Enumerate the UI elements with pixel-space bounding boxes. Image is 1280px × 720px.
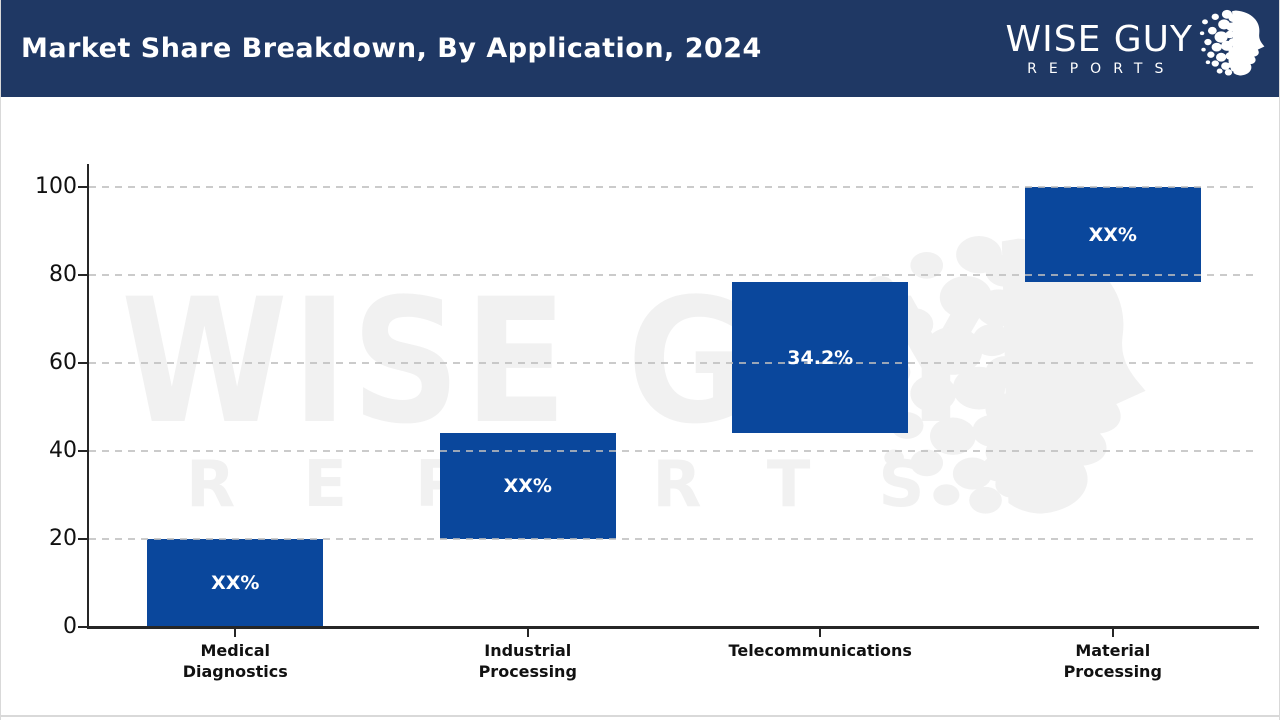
logo-head-dots-icon [1199,9,1265,76]
y-tick-mark [78,538,87,540]
logo-wordmark: WISE GUY [1005,19,1193,60]
gridline-20 [89,538,1259,540]
x-axis [87,626,1259,629]
y-tick-mark [78,626,87,628]
y-axis [87,164,89,629]
y-tick-label: 60 [49,350,77,375]
bar-value-label: 34.2% [787,346,854,369]
bar-value-label: XX% [211,572,260,594]
y-tick-mark [78,186,87,188]
gridline-100 [89,186,1259,188]
category-label: Medical Diagnostics [125,640,345,682]
y-tick-label: 20 [49,526,77,551]
category-label-line: Telecommunications [728,641,912,660]
gridline-60 [89,362,1259,364]
bar-value-label: XX% [503,474,552,497]
category-label-line: Material [1075,641,1151,660]
watermark-head-icon [858,236,1146,514]
category-label-line: Medical [200,641,270,660]
category-label: Telecommunications [710,640,930,661]
header-bar: Market Share Breakdown, By Application, … [1,0,1279,97]
y-tick-label: 0 [63,614,77,639]
y-tick-mark [78,362,87,364]
y-tick-mark [78,274,87,276]
x-tick-mark [234,629,237,637]
category-label-line: Industrial [484,641,572,660]
logo-text: WISE GUY REPORTS [1005,19,1194,78]
category-label: Industrial Processing [418,640,638,682]
bottom-border [1,715,1279,717]
bar-segment [147,539,324,627]
y-tick-mark [78,450,87,452]
category-label-line: Diagnostics [182,662,288,681]
y-tick-label: 40 [49,438,77,463]
category-label: Material Processing [1003,640,1223,682]
bar-value-label: XX% [1088,223,1137,246]
x-tick-mark [526,629,529,637]
page-title: Market Share Breakdown, By Application, … [21,33,762,64]
x-tick-mark [1111,629,1114,637]
y-tick-label: 80 [49,262,77,287]
gridline-80 [89,274,1259,276]
x-tick-mark [819,629,822,637]
bar-segment [1024,187,1201,283]
category-label-line: Processing [478,662,577,681]
logo-reports-label: REPORTS [1027,61,1176,77]
y-tick-label: 100 [35,174,77,199]
category-label-line: Processing [1063,662,1162,681]
gridline-40 [89,450,1259,452]
brand-logo: WISE GUY REPORTS [1006,8,1272,90]
bar-segment [732,282,909,433]
